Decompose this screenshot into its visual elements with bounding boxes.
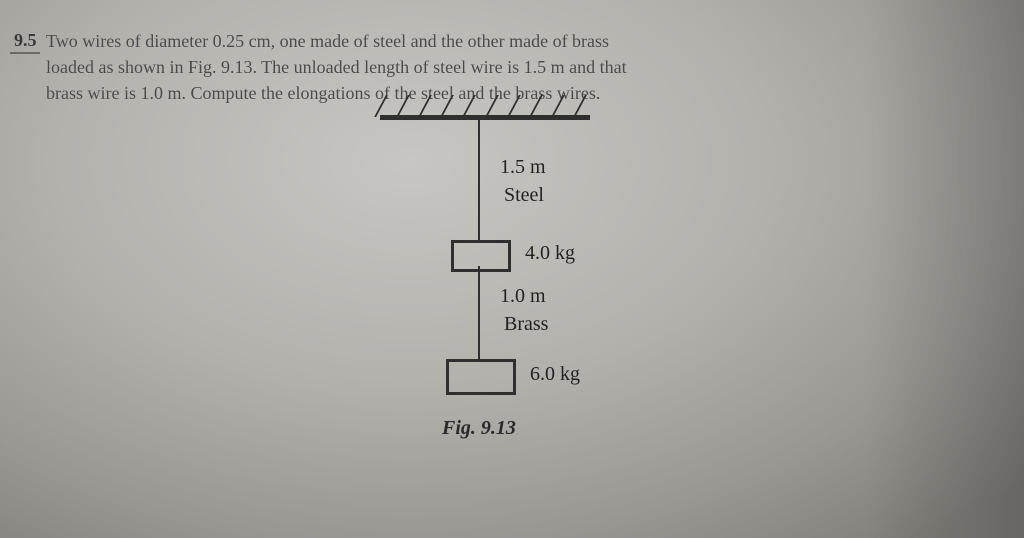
steel-wire (478, 120, 480, 240)
brass-length-label: 1.0 m (500, 285, 546, 308)
figure-caption: Fig. 9.13 (442, 417, 516, 440)
mass-4kg (451, 240, 511, 272)
problem-number: 9.5 (14, 30, 37, 51)
page-root: 9.5 Two wires of diameter 0.25 cm, one m… (0, 0, 1024, 538)
support-line (380, 115, 590, 120)
mass-6kg-label: 6.0 kg (530, 363, 580, 386)
mass-4kg-label: 4.0 kg (525, 242, 575, 265)
problem-line1: Two wires of diameter 0.25 cm, one made … (46, 31, 609, 51)
steel-length-label: 1.5 m (500, 156, 546, 179)
problem-underline (10, 52, 40, 54)
mass-6kg (446, 359, 516, 395)
brass-material-label: Brass (504, 313, 548, 336)
steel-material-label: Steel (504, 184, 544, 207)
figure-9-13: 1.5 m Steel 4.0 kg 1.0 m Brass 6.0 kg Fi… (0, 115, 1024, 495)
brass-wire (478, 266, 480, 359)
problem-line2: loaded as shown in Fig. 9.13. The unload… (46, 57, 627, 77)
